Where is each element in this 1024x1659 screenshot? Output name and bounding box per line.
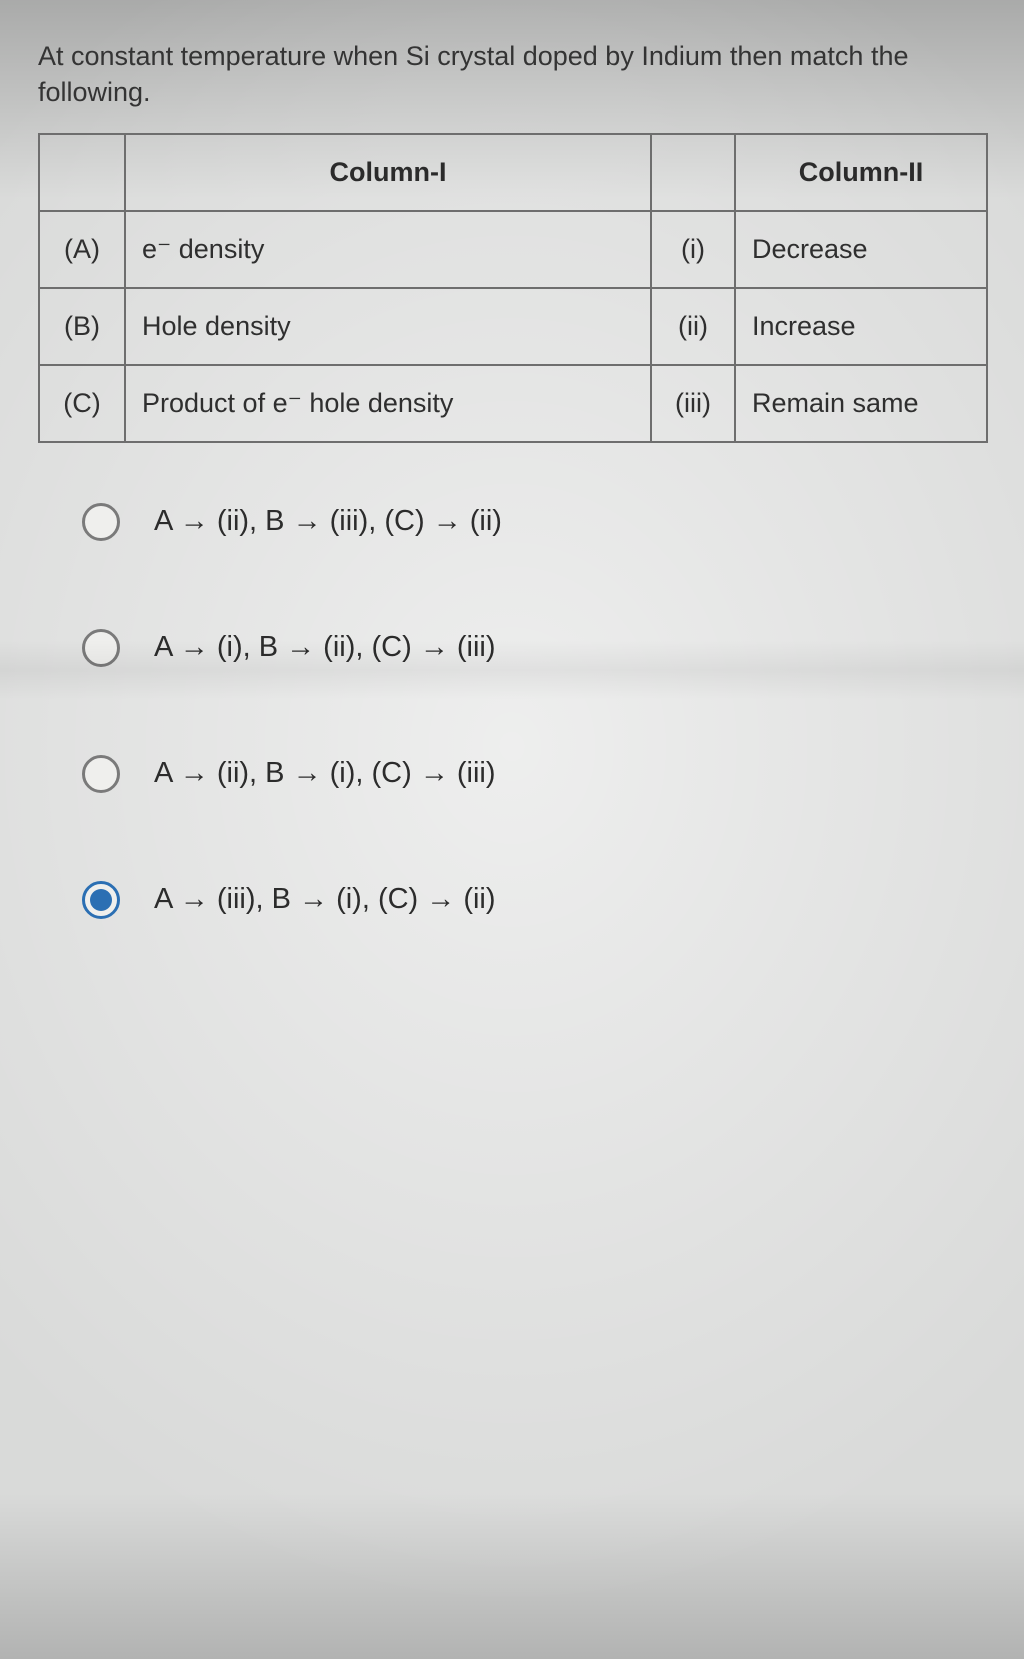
- option-4[interactable]: A → (iii), B → (i), (C) → (ii): [82, 881, 986, 919]
- radio-icon[interactable]: [82, 629, 120, 667]
- row-key: (B): [39, 288, 125, 365]
- row-num: (ii): [651, 288, 735, 365]
- header-blank-1: [39, 134, 125, 211]
- match-table: Column-I Column-II (A) e⁻ density (i) De…: [38, 133, 988, 443]
- option-3[interactable]: A → (ii), B → (i), (C) → (iii): [82, 755, 986, 793]
- row-c1: Product of e⁻ hole density: [125, 365, 651, 442]
- row-key: (A): [39, 211, 125, 288]
- option-label: A → (iii), B → (i), (C) → (ii): [154, 883, 496, 916]
- option-2[interactable]: A → (i), B → (ii), (C) → (iii): [82, 629, 986, 667]
- row-c2: Remain same: [735, 365, 987, 442]
- radio-icon[interactable]: [82, 881, 120, 919]
- row-c2: Increase: [735, 288, 987, 365]
- header-column-2: Column-II: [735, 134, 987, 211]
- table-row: (C) Product of e⁻ hole density (iii) Rem…: [39, 365, 987, 442]
- row-c1: Hole density: [125, 288, 651, 365]
- row-key: (C): [39, 365, 125, 442]
- question-text: At constant temperature when Si crystal …: [38, 38, 986, 111]
- option-label: A → (ii), B → (i), (C) → (iii): [154, 757, 496, 790]
- radio-icon[interactable]: [82, 503, 120, 541]
- options-group: A → (ii), B → (iii), (C) → (ii) A → (i),…: [38, 503, 986, 919]
- table-row: (A) e⁻ density (i) Decrease: [39, 211, 987, 288]
- option-label: A → (ii), B → (iii), (C) → (ii): [154, 505, 502, 538]
- table-header-row: Column-I Column-II: [39, 134, 987, 211]
- row-num: (iii): [651, 365, 735, 442]
- question-page: At constant temperature when Si crystal …: [0, 0, 1024, 919]
- radio-icon[interactable]: [82, 755, 120, 793]
- table-row: (B) Hole density (ii) Increase: [39, 288, 987, 365]
- option-1[interactable]: A → (ii), B → (iii), (C) → (ii): [82, 503, 986, 541]
- header-blank-2: [651, 134, 735, 211]
- option-label: A → (i), B → (ii), (C) → (iii): [154, 631, 496, 664]
- row-num: (i): [651, 211, 735, 288]
- row-c1: e⁻ density: [125, 211, 651, 288]
- header-column-1: Column-I: [125, 134, 651, 211]
- row-c2: Decrease: [735, 211, 987, 288]
